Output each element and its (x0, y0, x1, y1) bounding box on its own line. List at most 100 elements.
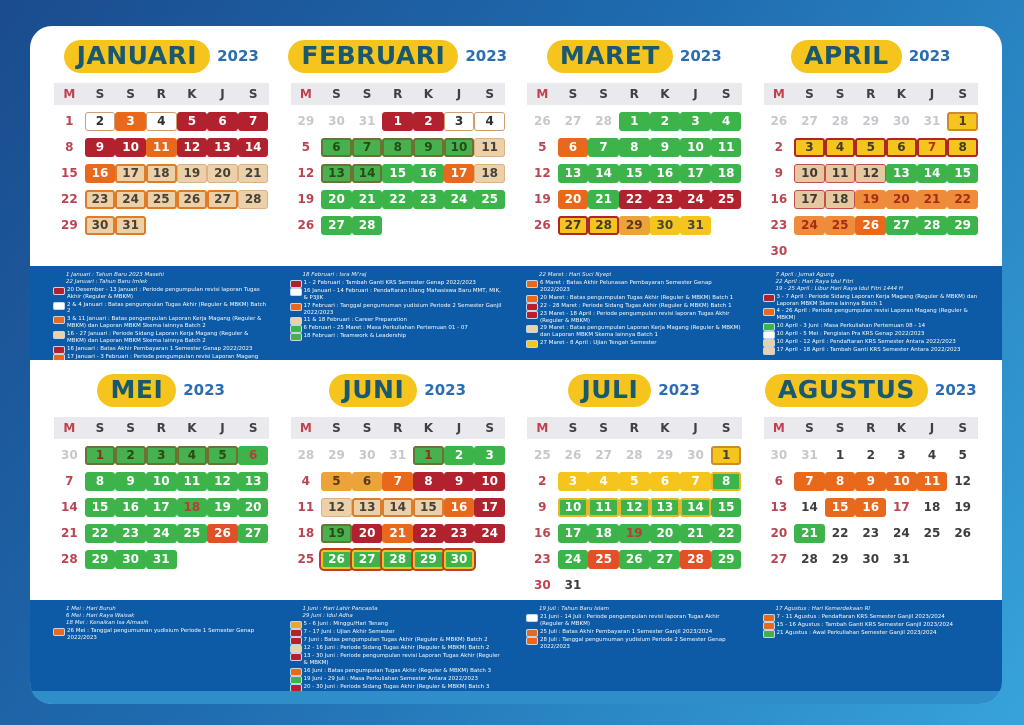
month-januari: JANUARI 2023 M S S R K J S 1 2 3 4 5 6 7 8 9 10 11 12 13 14 15 1… (54, 30, 269, 264)
date-cell: 25 (923, 526, 941, 540)
legend-text: 2 & 4 Januari : Batas pengumpulan Tugas … (67, 301, 267, 315)
date-grid: 28 29 30 31 1 2 3 4 5 6 7 8 9 10 11 12 13 14 15 16 17 18 19 20 2… (291, 442, 506, 572)
dow-cell-k4: K (187, 421, 197, 435)
legend-swatch-orange (763, 614, 774, 621)
date-cell: 9 (413, 137, 444, 157)
dow-cell-k4: K (896, 87, 907, 101)
legend-item: 10 April - 3 Juni : Masa Perkuliahan Per… (763, 323, 979, 331)
legend-item: 23 Maret - 18 April : Periode pengumpula… (527, 311, 742, 325)
date-cell: 13 (557, 163, 589, 183)
dow-cell-s2: S (599, 421, 608, 435)
dow-cell-s6: S (958, 421, 967, 435)
legend-text: 21 Agustus : Awal Perkuliahan Semester G… (776, 629, 937, 636)
legend-text: 10 April - 3 Juni : Masa Perkuliahan Per… (776, 323, 926, 330)
date-cell: 27 (770, 552, 788, 566)
date-cell: 3 (474, 445, 505, 465)
legend-swatch-white (290, 288, 301, 295)
date-cell: 31 (893, 552, 910, 566)
dow-cell-r3: R (866, 421, 876, 435)
date-cell: 20 (207, 163, 238, 183)
date-cell: 5 (855, 137, 887, 157)
legend-item: 16 Januari : Batas Akhir Pembayaran 1 Se… (54, 346, 269, 353)
date-cell: 14 (237, 137, 269, 157)
dow-cell-r3: R (629, 421, 639, 435)
legend-item: 20 - 30 Juni : Periode Sidang Tugas Akhi… (290, 683, 506, 691)
dow-cell-r3: R (393, 421, 403, 435)
legend-text: 12 - 16 Juni : Periode Sidang Tugas Akhi… (303, 644, 490, 651)
date-cell: 2 (413, 111, 444, 131)
legend-text: 16 Januari : Batas Akhir Pembayaran 1 Se… (67, 345, 253, 352)
date-cell: 16 (115, 497, 146, 517)
legend-item: 6 Maret : Batas Akhir Pelunasan Pembayar… (527, 280, 742, 294)
legend-januari: 1 Januari : Tahun Baru 2023 Masehi 22 Jan… (54, 272, 269, 360)
month-header: JUNI 2023 (291, 370, 506, 410)
date-cell: 15 (947, 163, 978, 183)
month-agustus: AGUSTUS 2023 M S S R K J S 30 31 1 2 3 4 5 6 7 8 9 10 11 12 13 1… (763, 364, 978, 598)
date-cell: 4 (588, 471, 619, 491)
dow-cell-j5: J (693, 87, 698, 101)
date-cell: 6 (649, 471, 681, 491)
date-cell: 30 (328, 114, 345, 128)
legend-item: 10 April - 5 Mei : Pengisian Pra KRS Gen… (763, 331, 979, 339)
legend-swatch-tan (527, 326, 537, 333)
legend-swatch-orange (527, 637, 537, 644)
date-cell: 26 (176, 189, 208, 209)
date-cell: 19 (533, 192, 551, 206)
date-cell: 16 (855, 497, 887, 517)
date-cell: 26 (207, 523, 238, 543)
holiday-note: 17 Agustus : Hari Kemerdekaan RI (775, 606, 871, 612)
date-cell: 30 (443, 549, 475, 569)
date-cell: 15 (824, 497, 856, 517)
date-cell: 29 (60, 218, 78, 232)
date-cell: 17 (557, 523, 589, 543)
legend-text: 20 - 30 Juni : Periode Sidang Tugas Akhi… (303, 683, 490, 690)
date-cell: 23 (533, 552, 551, 566)
legend-item: 29 Maret : Batas pengumpulan Laporan Ker… (527, 325, 742, 339)
dow-cell-k4: K (896, 421, 907, 435)
date-cell: 31 (115, 215, 146, 235)
legend-item: 26 Mei : Tanggal pengumuman yudisium Per… (54, 628, 269, 642)
date-cell: 2 (443, 445, 475, 465)
date-cell: 7 (237, 111, 269, 131)
date-grid: 26 27 28 29 30 31 1 2 3 4 5 6 7 8 9 10 11 12 13 14 15 16 17 18 1… (764, 108, 979, 264)
date-cell: 30 (770, 244, 788, 258)
legend-swatch-crimson (527, 303, 537, 310)
legend-swatch-orange (763, 622, 774, 629)
holiday-note: 22 Januari : Tahun Baru Imlek (66, 278, 148, 285)
date-cell: 3 (115, 111, 146, 131)
date-cell: 27 (351, 549, 383, 569)
legend-swatch-orange (54, 628, 64, 635)
date-cell: 6 (557, 137, 589, 157)
dow-cell-j5: J (456, 87, 462, 101)
date-cell: 9 (538, 500, 547, 514)
date-cell: 10 (680, 137, 711, 157)
legend-text: 3 & 11 Januari : Batas pengumpulan Lapor… (67, 316, 262, 330)
date-cell: 18 (824, 189, 856, 209)
month-header: JANUARI 2023 (54, 36, 269, 76)
legend-item: 6 Februari - 25 Maret : Masa Perkuliahan… (290, 325, 506, 333)
date-cell: 14 (60, 500, 78, 514)
date-cell: 20 (886, 189, 917, 209)
date-cell: 27 (801, 114, 818, 128)
legend-text: 27 Maret - 8 April : Ujian Tengah Semest… (540, 340, 657, 347)
legend-swatch-crimson (763, 294, 774, 301)
date-cell: 5 (301, 140, 310, 154)
legend-text: 28 Juli : Tanggal pengumuman yudisium Pe… (540, 636, 726, 650)
date-cell: 6 (237, 445, 269, 465)
month-header: MARET 2023 (527, 36, 742, 76)
date-cell: 15 (84, 497, 116, 517)
date-cell: 29 (656, 448, 674, 462)
date-cell: 27 (886, 215, 917, 235)
holiday-note: 1 Mei : Hari Buruh (66, 606, 116, 612)
legend-text: 23 Maret - 18 April : Periode pengumpula… (540, 310, 730, 324)
date-cell: 6 (886, 137, 917, 157)
date-cell: 22 (831, 526, 849, 540)
legend-text: 6 Februari - 25 Maret : Masa Perkuliahan… (303, 325, 468, 332)
date-cell: 8 (413, 471, 444, 491)
dow-cell-m0: M (772, 421, 785, 435)
date-cell: 5 (207, 445, 238, 465)
date-cell: 27 (649, 549, 681, 569)
date-cell: 22 (382, 189, 414, 209)
